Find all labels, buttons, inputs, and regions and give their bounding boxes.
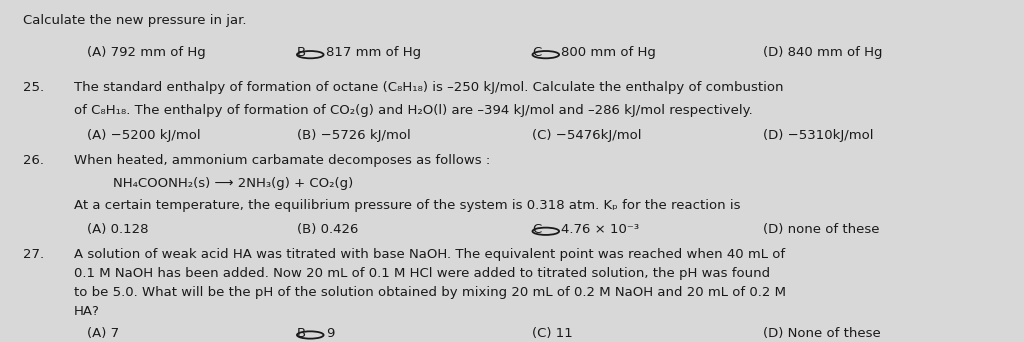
Text: At a certain temperature, the equilibrium pressure of the system is 0.318 atm. K: At a certain temperature, the equilibriu… — [74, 199, 740, 212]
Text: A solution of weak acid HA was titrated with base NaOH. The equivalent point was: A solution of weak acid HA was titrated … — [74, 248, 784, 261]
Text: NH₄COONH₂(s) ⟶ 2NH₃(g) + CO₂(g): NH₄COONH₂(s) ⟶ 2NH₃(g) + CO₂(g) — [113, 176, 353, 189]
Text: 25.: 25. — [23, 81, 44, 94]
Text: When heated, ammonium carbamate decomposes as follows :: When heated, ammonium carbamate decompos… — [74, 154, 489, 167]
Text: (B) −5726 kJ/mol: (B) −5726 kJ/mol — [297, 129, 411, 142]
Text: 4.76 × 10⁻³: 4.76 × 10⁻³ — [561, 223, 639, 236]
Text: to be 5.0. What will be the pH of the solution obtained by mixing 20 mL of 0.2 M: to be 5.0. What will be the pH of the so… — [74, 286, 785, 299]
Text: (A) 0.128: (A) 0.128 — [87, 223, 148, 236]
Text: 817 mm of Hg: 817 mm of Hg — [326, 46, 421, 59]
Text: The standard enthalpy of formation of octane (C₈H₁₈) is –250 kJ/mol. Calculate t: The standard enthalpy of formation of oc… — [74, 81, 783, 94]
Text: (B) 0.426: (B) 0.426 — [297, 223, 358, 236]
Text: C: C — [532, 223, 542, 236]
Text: 800 mm of Hg: 800 mm of Hg — [561, 46, 656, 59]
Text: 9: 9 — [326, 327, 334, 340]
Text: Calculate the new pressure in jar.: Calculate the new pressure in jar. — [23, 14, 246, 27]
Text: (D) −5310kJ/mol: (D) −5310kJ/mol — [763, 129, 873, 142]
Text: (C) −5476kJ/mol: (C) −5476kJ/mol — [532, 129, 642, 142]
Text: (C) 11: (C) 11 — [532, 327, 573, 340]
Text: 26.: 26. — [23, 154, 44, 167]
Text: (D) none of these: (D) none of these — [763, 223, 880, 236]
Text: 0.1 M NaOH has been added. Now 20 mL of 0.1 M HCl were added to titrated solutio: 0.1 M NaOH has been added. Now 20 mL of … — [74, 267, 770, 280]
Text: B: B — [297, 327, 306, 340]
Text: HA?: HA? — [74, 305, 99, 318]
Text: B: B — [297, 46, 306, 59]
Text: (D) None of these: (D) None of these — [763, 327, 881, 340]
Text: C: C — [532, 46, 542, 59]
Text: (D) 840 mm of Hg: (D) 840 mm of Hg — [763, 46, 883, 59]
Text: 27.: 27. — [23, 248, 44, 261]
Text: (A) 792 mm of Hg: (A) 792 mm of Hg — [87, 46, 206, 59]
Text: (A) −5200 kJ/mol: (A) −5200 kJ/mol — [87, 129, 201, 142]
Text: of C₈H₁₈. The enthalpy of formation of CO₂(g) and H₂O(l) are –394 kJ/mol and –28: of C₈H₁₈. The enthalpy of formation of C… — [74, 104, 753, 117]
Text: (A) 7: (A) 7 — [87, 327, 119, 340]
